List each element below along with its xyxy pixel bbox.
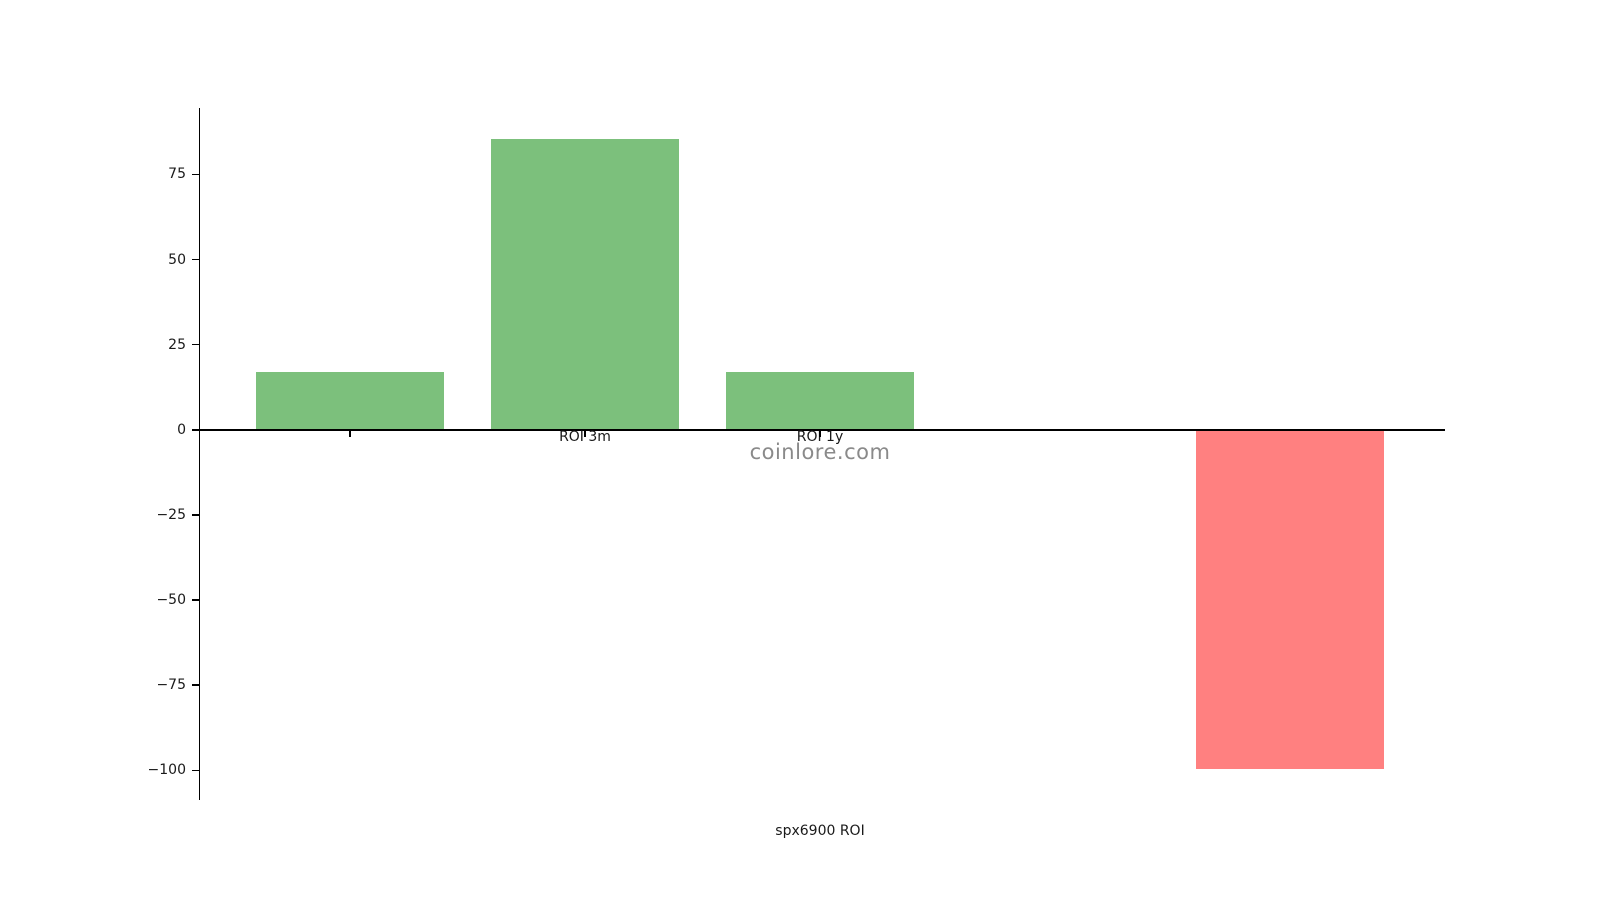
x-tick-mark: [349, 429, 351, 437]
watermark: coinlore.com: [749, 440, 891, 464]
y-tick-mark: [191, 429, 199, 431]
y-tick-label: −100: [147, 762, 186, 779]
y-tick-mark: [191, 684, 199, 686]
y-tick-mark: [191, 599, 199, 601]
x-axis-line: [200, 429, 1445, 431]
y-tick-label: 50: [168, 251, 186, 268]
y-tick-mark: [191, 343, 199, 346]
y-tick-mark: [191, 258, 199, 261]
y-tick-label: −75: [156, 677, 186, 694]
roi-bar: [491, 139, 679, 430]
y-tick-label: 25: [168, 336, 186, 353]
y-axis-line: [198, 108, 200, 800]
y-tick-label: −25: [156, 506, 186, 523]
y-tick-label: 0: [177, 421, 186, 438]
x-tick-mark: [584, 429, 586, 437]
y-tick-label: −50: [156, 592, 186, 609]
roi-bar: [1196, 429, 1384, 769]
y-tick-mark: [191, 173, 199, 176]
y-tick-mark: [191, 514, 199, 516]
y-tick-label: 75: [168, 166, 186, 183]
y-tick-mark: [191, 769, 199, 772]
roi-bar: [726, 371, 914, 430]
x-tick-label: ROI 3m: [559, 428, 611, 445]
chart-title: spx6900 ROI: [775, 823, 865, 839]
roi-bar: [256, 371, 444, 430]
x-tick-label: ROI 1y: [796, 428, 844, 445]
x-tick-mark: [819, 429, 821, 437]
